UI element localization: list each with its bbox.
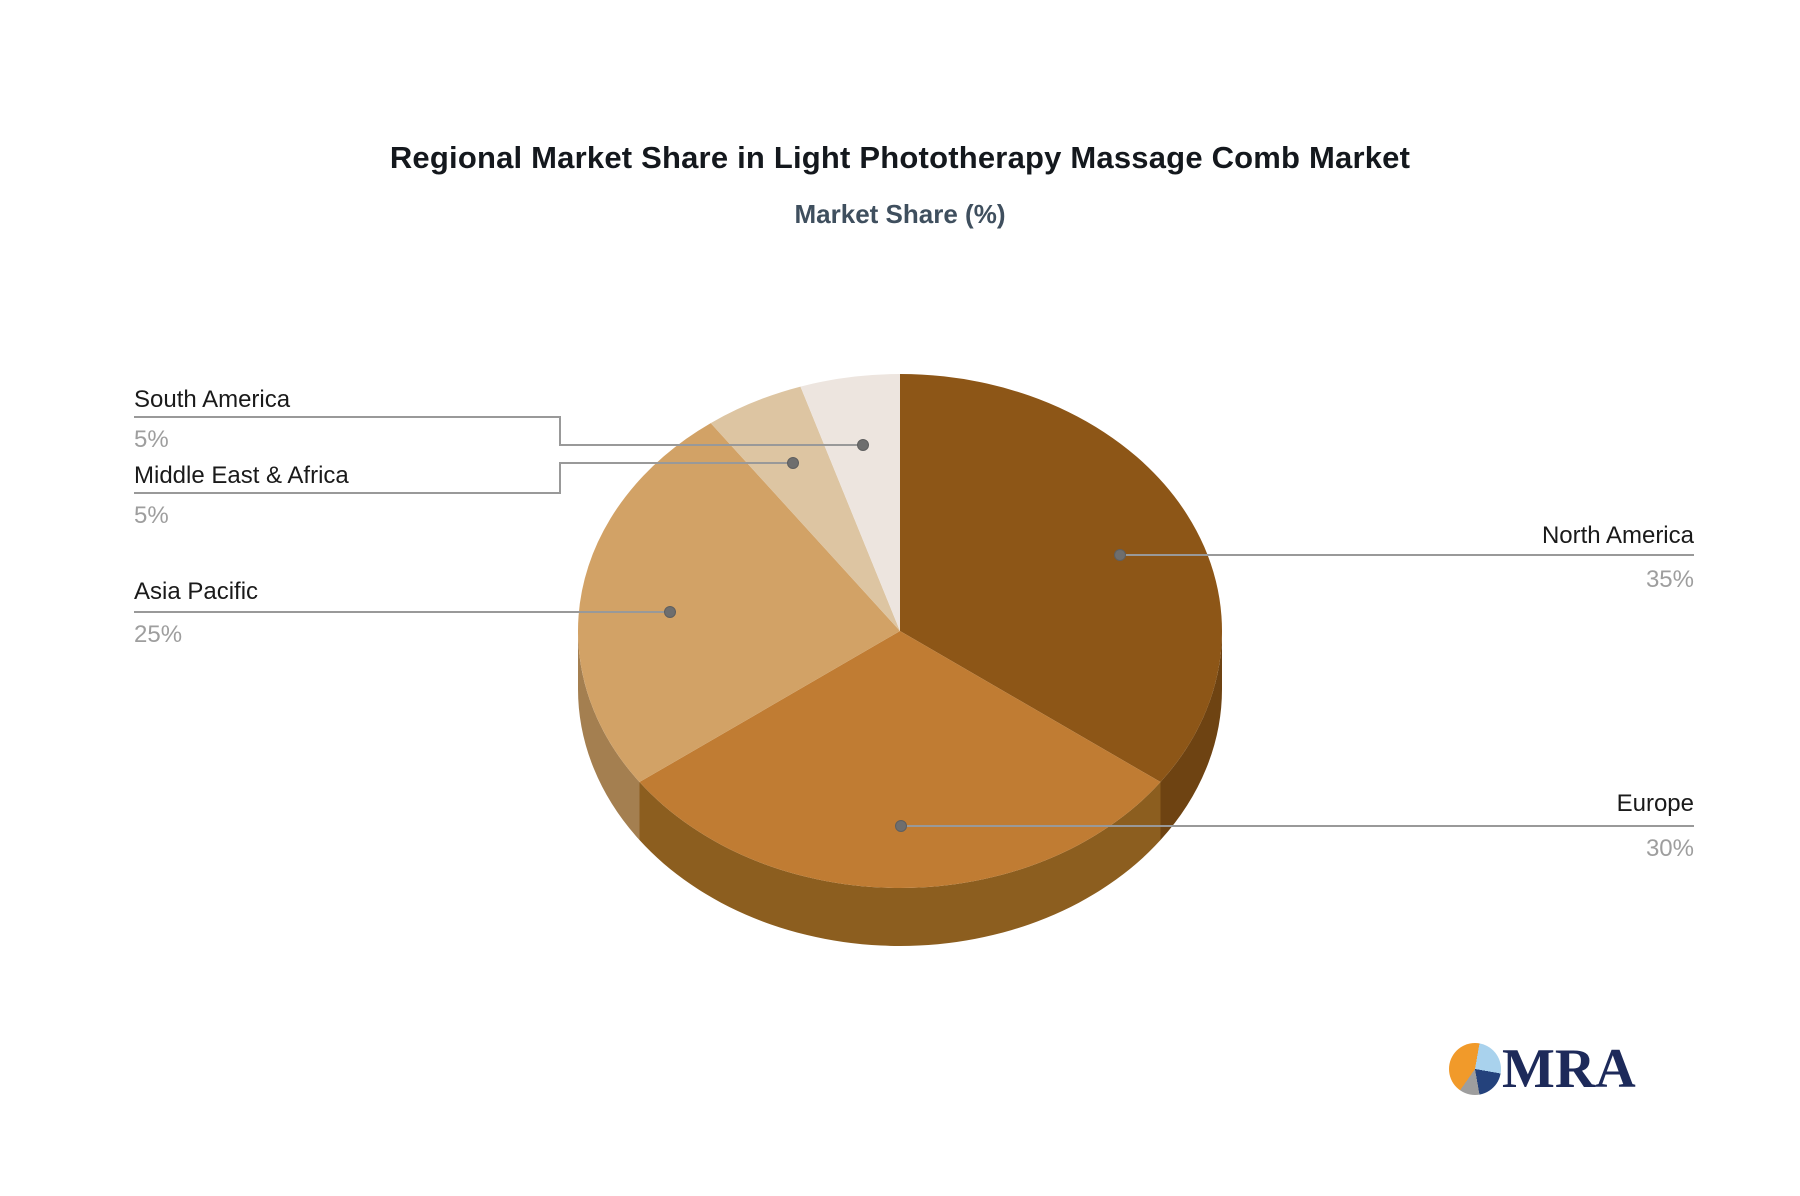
value-europe: 30% (1645, 835, 1694, 862)
leader-dot-asia-pacific (664, 606, 676, 618)
label-south-america: South America (134, 386, 291, 413)
pie-slice-side-asia-pacific (578, 631, 640, 841)
leader-dot-europe (895, 820, 907, 832)
value-south-america: 5% (134, 426, 169, 453)
leader-dot-south-america (857, 439, 869, 451)
pie-slice-middle-east-africa[interactable] (710, 386, 900, 631)
pie-slice-europe[interactable] (639, 631, 1161, 888)
label-asia-pacific: Asia Pacific (134, 578, 259, 605)
label-europe: Europe (1616, 790, 1694, 817)
brand-logo: MRA (1449, 1038, 1800, 1113)
leader-line-middle-east-africa (134, 462, 793, 494)
pie-slice-asia-pacific[interactable] (578, 423, 900, 783)
value-middle-east-africa: 5% (134, 502, 169, 529)
leader-line-south-america (134, 416, 863, 446)
leader-dot-middle-east-africa (787, 457, 799, 469)
value-asia-pacific: 25% (134, 621, 183, 648)
logo-text: MRA (1502, 1038, 1636, 1100)
chart-title: Regional Market Share in Light Photother… (389, 140, 1411, 175)
value-north-america: 35% (1645, 566, 1694, 593)
chart-subtitle: Market Share (%) (794, 199, 1006, 229)
leader-dot-north-america (1114, 549, 1126, 561)
label-north-america: North America (1541, 522, 1694, 549)
pie-slice-side-north-america (1160, 631, 1222, 841)
label-middle-east-africa: Middle East & Africa (134, 462, 349, 489)
pie-slice-south-america[interactable] (800, 374, 900, 631)
logo-pie-icon (1449, 1043, 1501, 1095)
pie-slice-side-europe (639, 782, 1161, 946)
pie-slice-north-america[interactable] (900, 374, 1222, 783)
